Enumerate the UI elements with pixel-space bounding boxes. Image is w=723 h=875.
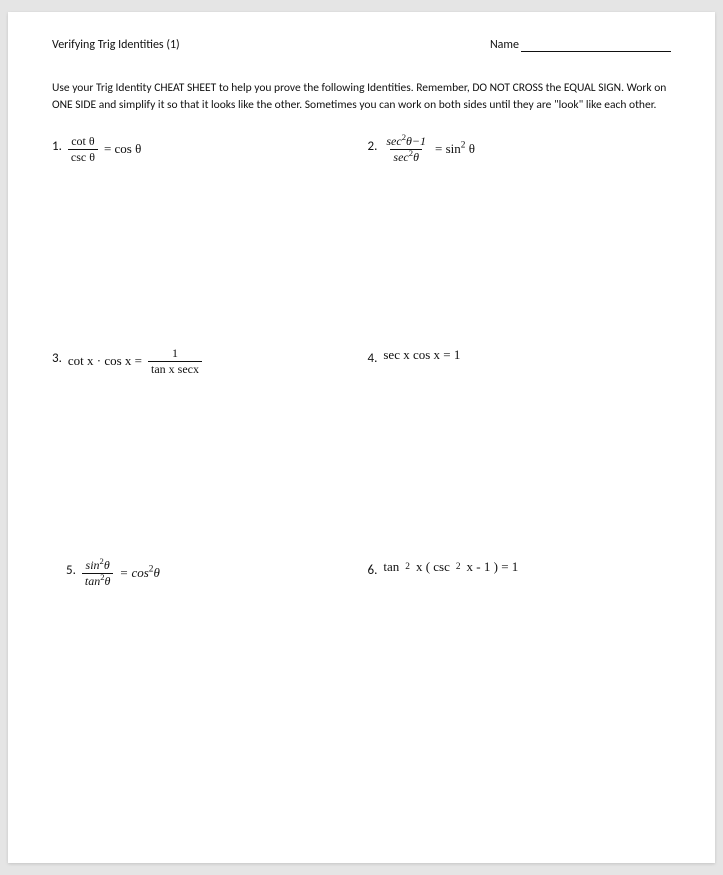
- t: θ: [104, 558, 110, 572]
- problem-3: 3. cot x · cos x = 1 tan x secx: [52, 347, 356, 547]
- fraction: cot θ csc θ: [68, 135, 98, 163]
- problem-6: 6. tan2 x ( csc2 x - 1 ) = 1: [368, 559, 672, 759]
- problem-number: 4.: [368, 347, 378, 366]
- t: θ−1: [406, 134, 426, 148]
- fraction-numerator: sin2θ: [83, 559, 113, 573]
- worksheet-page: Verifying Trig Identities (1) Name Use y…: [8, 12, 715, 863]
- fraction-numerator: sec2θ−1: [383, 135, 429, 149]
- name-label: Name: [490, 38, 519, 52]
- t: θ: [465, 141, 474, 156]
- t: sec: [393, 150, 408, 164]
- problems-grid: 1. cot θ csc θ = cos θ 2. sec2θ−1 sec2θ: [52, 135, 671, 759]
- problem-1: 1. cot θ csc θ = cos θ: [52, 135, 356, 335]
- t: = cos: [119, 565, 148, 580]
- t: θ: [413, 150, 419, 164]
- fraction: sec2θ−1 sec2θ: [383, 135, 429, 163]
- fraction: sin2θ tan2θ: [82, 559, 114, 587]
- t: θ: [105, 574, 111, 588]
- problem-number: 6.: [368, 559, 378, 578]
- fraction-denominator: sec2θ: [390, 149, 422, 164]
- header-row: Verifying Trig Identities (1) Name: [52, 38, 671, 52]
- problem-number: 1.: [52, 135, 62, 154]
- problem-expression: sec x cos x = 1: [383, 347, 460, 363]
- problem-expression: cot θ csc θ = cos θ: [68, 135, 141, 163]
- fraction-numerator: 1: [169, 347, 181, 361]
- problem-number: 3.: [52, 347, 62, 366]
- rhs: = cos θ: [104, 141, 141, 157]
- t: sec: [386, 134, 401, 148]
- t: = sin: [435, 141, 461, 156]
- t: x - 1 ) = 1: [467, 559, 519, 575]
- t: tan: [383, 559, 399, 575]
- problem-expression: sin2θ tan2θ = cos2θ: [82, 559, 160, 587]
- problem-5: 5. sin2θ tan2θ = cos2θ: [52, 559, 356, 759]
- problem-2: 2. sec2θ−1 sec2θ = sin2 θ: [368, 135, 672, 335]
- fraction: 1 tan x secx: [148, 347, 202, 375]
- problem-4: 4. sec x cos x = 1: [368, 347, 672, 547]
- instructions-text: Use your Trig Identity CHEAT SHEET to he…: [52, 80, 671, 113]
- problem-expression: sec2θ−1 sec2θ = sin2 θ: [383, 135, 475, 163]
- t: θ: [153, 565, 159, 580]
- lhs: cot x · cos x =: [68, 353, 142, 369]
- fraction-numerator: cot θ: [68, 135, 97, 149]
- fraction-denominator: tan2θ: [82, 573, 114, 588]
- t: sin: [86, 558, 100, 572]
- problem-number: 2.: [368, 135, 378, 154]
- name-blank-line[interactable]: [521, 40, 671, 52]
- name-field: Name: [490, 38, 671, 52]
- rhs: = sin2 θ: [435, 141, 475, 157]
- problem-expression: cot x · cos x = 1 tan x secx: [68, 347, 202, 375]
- t: tan: [85, 574, 100, 588]
- problem-expression: tan2 x ( csc2 x - 1 ) = 1: [383, 559, 518, 575]
- rhs: = cos2θ: [119, 565, 159, 581]
- fraction-denominator: tan x secx: [148, 361, 202, 376]
- fraction-denominator: csc θ: [68, 149, 98, 164]
- t: x ( csc: [416, 559, 450, 575]
- worksheet-title: Verifying Trig Identities (1): [52, 38, 180, 52]
- problem-number: 5.: [66, 559, 76, 578]
